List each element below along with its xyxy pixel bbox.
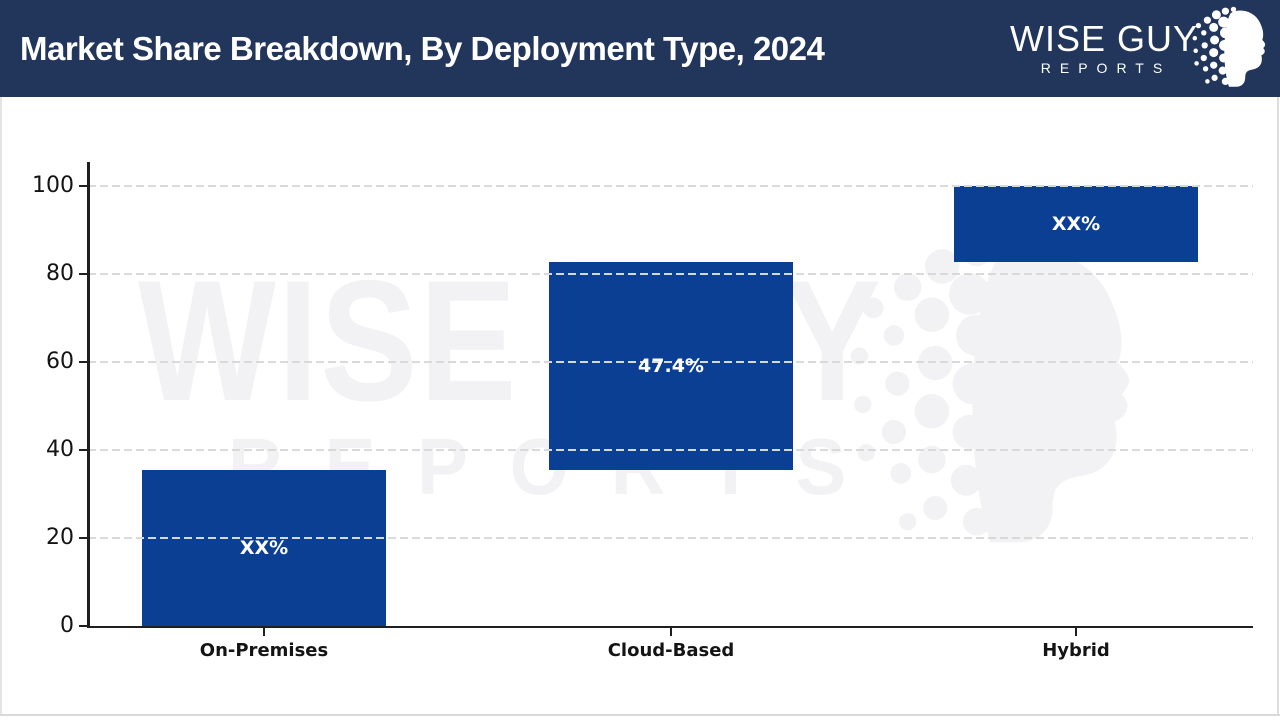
- gridline-100: [88, 185, 1253, 187]
- y-axis-line: [87, 162, 90, 628]
- y-tick-20: [79, 537, 87, 539]
- page-bottom-border: [0, 714, 1280, 716]
- chart-canvas: WISE GUY REPORTS 020406080100XX%On-Premi…: [0, 97, 1280, 720]
- logo-reports-text: REPORTS: [1040, 60, 1172, 76]
- header: Market Share Breakdown, By Deployment Ty…: [0, 0, 1280, 97]
- bar-on-premises: [142, 470, 386, 626]
- gridline-40: [88, 449, 1253, 451]
- x-tick-cloud-based: [670, 628, 672, 636]
- bar-cloud-based: [549, 261, 793, 471]
- watermark-face-icon: [850, 235, 1129, 543]
- y-tick-label-80: 80: [46, 261, 74, 286]
- bar-label-on-premises: XX%: [239, 537, 289, 560]
- y-tick-40: [79, 449, 87, 451]
- bar-label-hybrid: XX%: [1051, 212, 1101, 235]
- y-tick-label-20: 20: [46, 525, 74, 550]
- bar-hybrid: [954, 186, 1198, 262]
- x-axis-label-on-premises: On-Premises: [199, 640, 329, 661]
- y-tick-label-0: 0: [60, 613, 74, 638]
- y-tick-label-40: 40: [46, 437, 74, 462]
- logo-wordmark: WISE GUY REPORTS: [1009, 18, 1198, 77]
- y-tick-0: [79, 625, 87, 627]
- y-tick-label-60: 60: [46, 349, 74, 374]
- y-tick-80: [79, 273, 87, 275]
- x-axis-label-cloud-based: Cloud-Based: [607, 640, 735, 661]
- y-tick-label-100: 100: [32, 173, 74, 198]
- gridline-20: [88, 537, 1253, 539]
- gridline-80: [88, 273, 1253, 275]
- page-left-border: [0, 97, 2, 716]
- y-tick-100: [79, 185, 87, 187]
- gridline-60: [88, 361, 1253, 363]
- x-tick-on-premises: [263, 628, 265, 636]
- x-axis-label-hybrid: Hybrid: [1042, 640, 1110, 661]
- x-axis-line: [87, 625, 1253, 628]
- bar-label-cloud-based: 47.4%: [638, 354, 704, 377]
- wise-guy-logo: WISE GUY REPORTS: [1010, 0, 1274, 97]
- logo-face-icon: [1192, 6, 1266, 87]
- y-tick-60: [79, 361, 87, 363]
- page-right-border: [1277, 97, 1279, 716]
- chart-title: Market Share Breakdown, By Deployment Ty…: [20, 29, 825, 67]
- logo-name-text: WISE GUY: [1009, 18, 1198, 59]
- x-tick-hybrid: [1075, 628, 1077, 636]
